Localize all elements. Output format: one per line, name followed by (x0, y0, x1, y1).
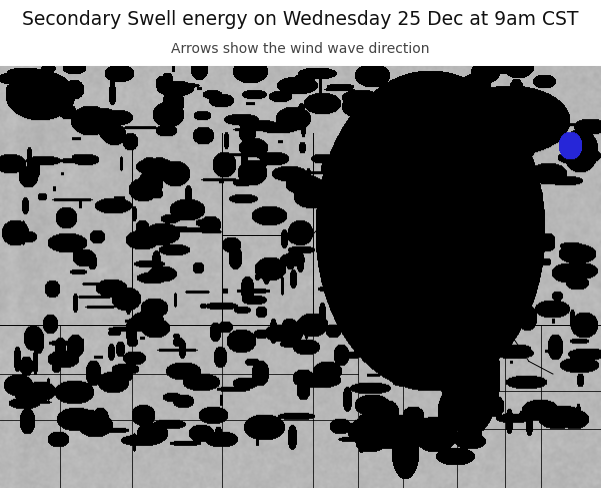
Text: Arrows show the wind wave direction: Arrows show the wind wave direction (171, 42, 430, 57)
Text: Secondary Swell energy on Wednesday 25 Dec at 9am CST: Secondary Swell energy on Wednesday 25 D… (22, 10, 579, 29)
